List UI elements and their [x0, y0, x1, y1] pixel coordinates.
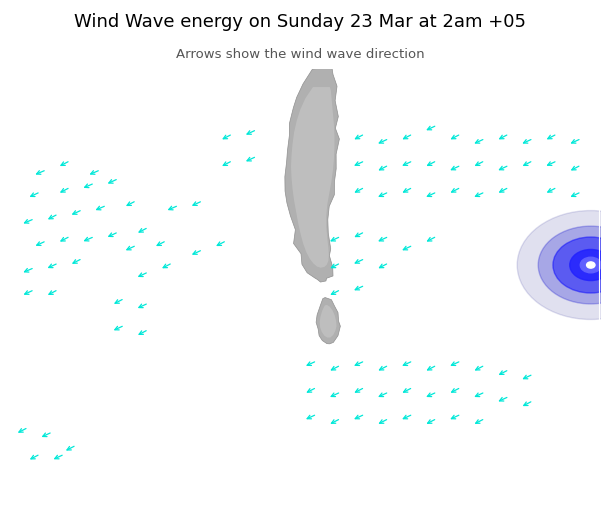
Polygon shape	[285, 67, 340, 282]
Circle shape	[538, 226, 601, 304]
Circle shape	[581, 257, 601, 273]
Circle shape	[517, 211, 601, 320]
Circle shape	[570, 249, 601, 281]
Text: Arrows show the wind wave direction: Arrows show the wind wave direction	[176, 48, 425, 61]
Polygon shape	[316, 298, 340, 344]
Circle shape	[587, 262, 595, 268]
Polygon shape	[320, 305, 337, 338]
Polygon shape	[291, 87, 334, 268]
Circle shape	[553, 237, 601, 293]
Text: Wind Wave energy on Sunday 23 Mar at 2am +05: Wind Wave energy on Sunday 23 Mar at 2am…	[75, 13, 526, 31]
